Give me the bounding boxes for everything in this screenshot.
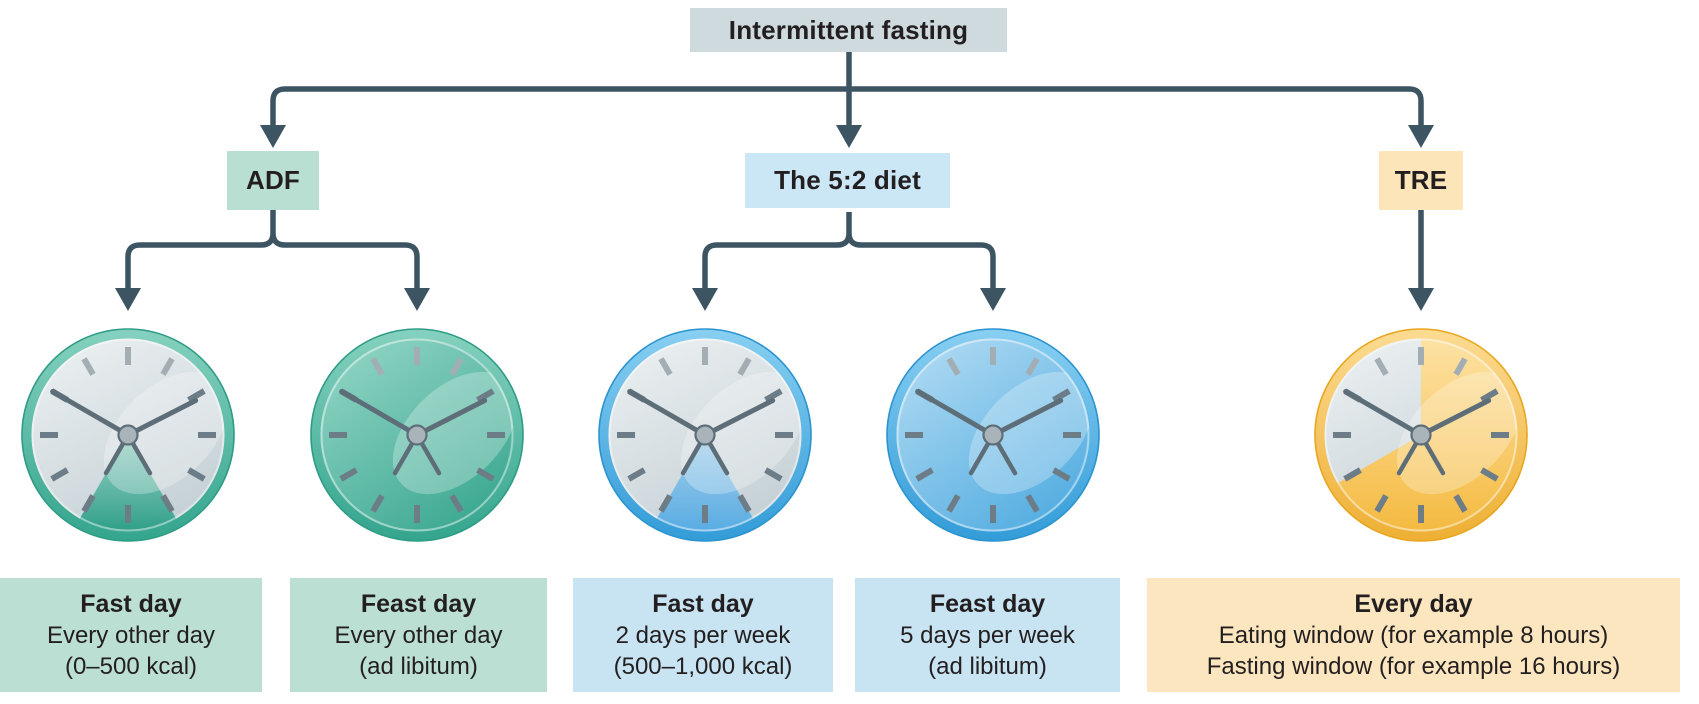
card-line: (0–500 kcal) bbox=[64, 652, 198, 680]
card-title: Fast day bbox=[80, 589, 182, 618]
card-line: (500–1,000 kcal) bbox=[613, 652, 793, 680]
card-line: Every other day bbox=[334, 621, 503, 649]
arrowhead-icon bbox=[980, 288, 1006, 311]
52-fast-day-clock bbox=[597, 327, 813, 543]
connector-line bbox=[702, 212, 996, 290]
arrowhead-icon bbox=[260, 125, 286, 148]
card-line: Eating window (for example 8 hours) bbox=[1218, 621, 1609, 649]
card-title: Feast day bbox=[360, 589, 477, 618]
root-node: Intermittent fasting bbox=[690, 8, 1007, 52]
card-line: (ad libitum) bbox=[928, 652, 1047, 680]
branch-node-tre: TRE bbox=[1379, 151, 1463, 210]
card-line: Fasting window (for example 16 hours) bbox=[1206, 652, 1621, 680]
adf-feast-day-clock bbox=[309, 327, 525, 543]
branch-node-52-diet: The 5:2 diet bbox=[745, 153, 950, 208]
branch-node-adf: ADF bbox=[227, 151, 319, 210]
arrowhead-icon bbox=[404, 288, 430, 311]
arrowhead-icon bbox=[836, 125, 862, 148]
card-title: Feast day bbox=[929, 589, 1046, 618]
card-line: 5 days per week bbox=[900, 621, 1075, 649]
card-line: Every other day bbox=[46, 621, 216, 649]
card-title: Every day bbox=[1354, 589, 1473, 618]
branch-label: TRE bbox=[1394, 165, 1448, 195]
card-title: Fast day bbox=[652, 589, 754, 618]
card-line: 2 days per week bbox=[615, 621, 791, 649]
branch-label: The 5:2 diet bbox=[774, 165, 921, 195]
card-52-feast-day: Feast day 5 days per week (ad libitum) bbox=[855, 578, 1120, 692]
arrowhead-icon bbox=[1408, 288, 1434, 311]
tre-every-day-clock bbox=[1313, 327, 1529, 543]
branch-label: ADF bbox=[245, 165, 301, 195]
card-52-fast-day: Fast day 2 days per week (500–1,000 kcal… bbox=[573, 578, 833, 692]
root-label: Intermittent fasting bbox=[728, 14, 969, 45]
card-adf-feast-day: Feast day Every other day (ad libitum) bbox=[290, 578, 547, 692]
connector-line bbox=[125, 210, 420, 290]
arrowhead-icon bbox=[115, 288, 141, 311]
52-feast-day-clock bbox=[885, 327, 1101, 543]
arrowhead-icon bbox=[692, 288, 718, 311]
arrowhead-icon bbox=[1408, 125, 1434, 148]
adf-fast-day-clock bbox=[20, 327, 236, 543]
card-tre-every-day: Every day Eating window (for example 8 h… bbox=[1147, 578, 1680, 692]
card-line: (ad libitum) bbox=[359, 652, 478, 680]
card-adf-fast-day: Fast day Every other day (0–500 kcal) bbox=[0, 578, 262, 692]
